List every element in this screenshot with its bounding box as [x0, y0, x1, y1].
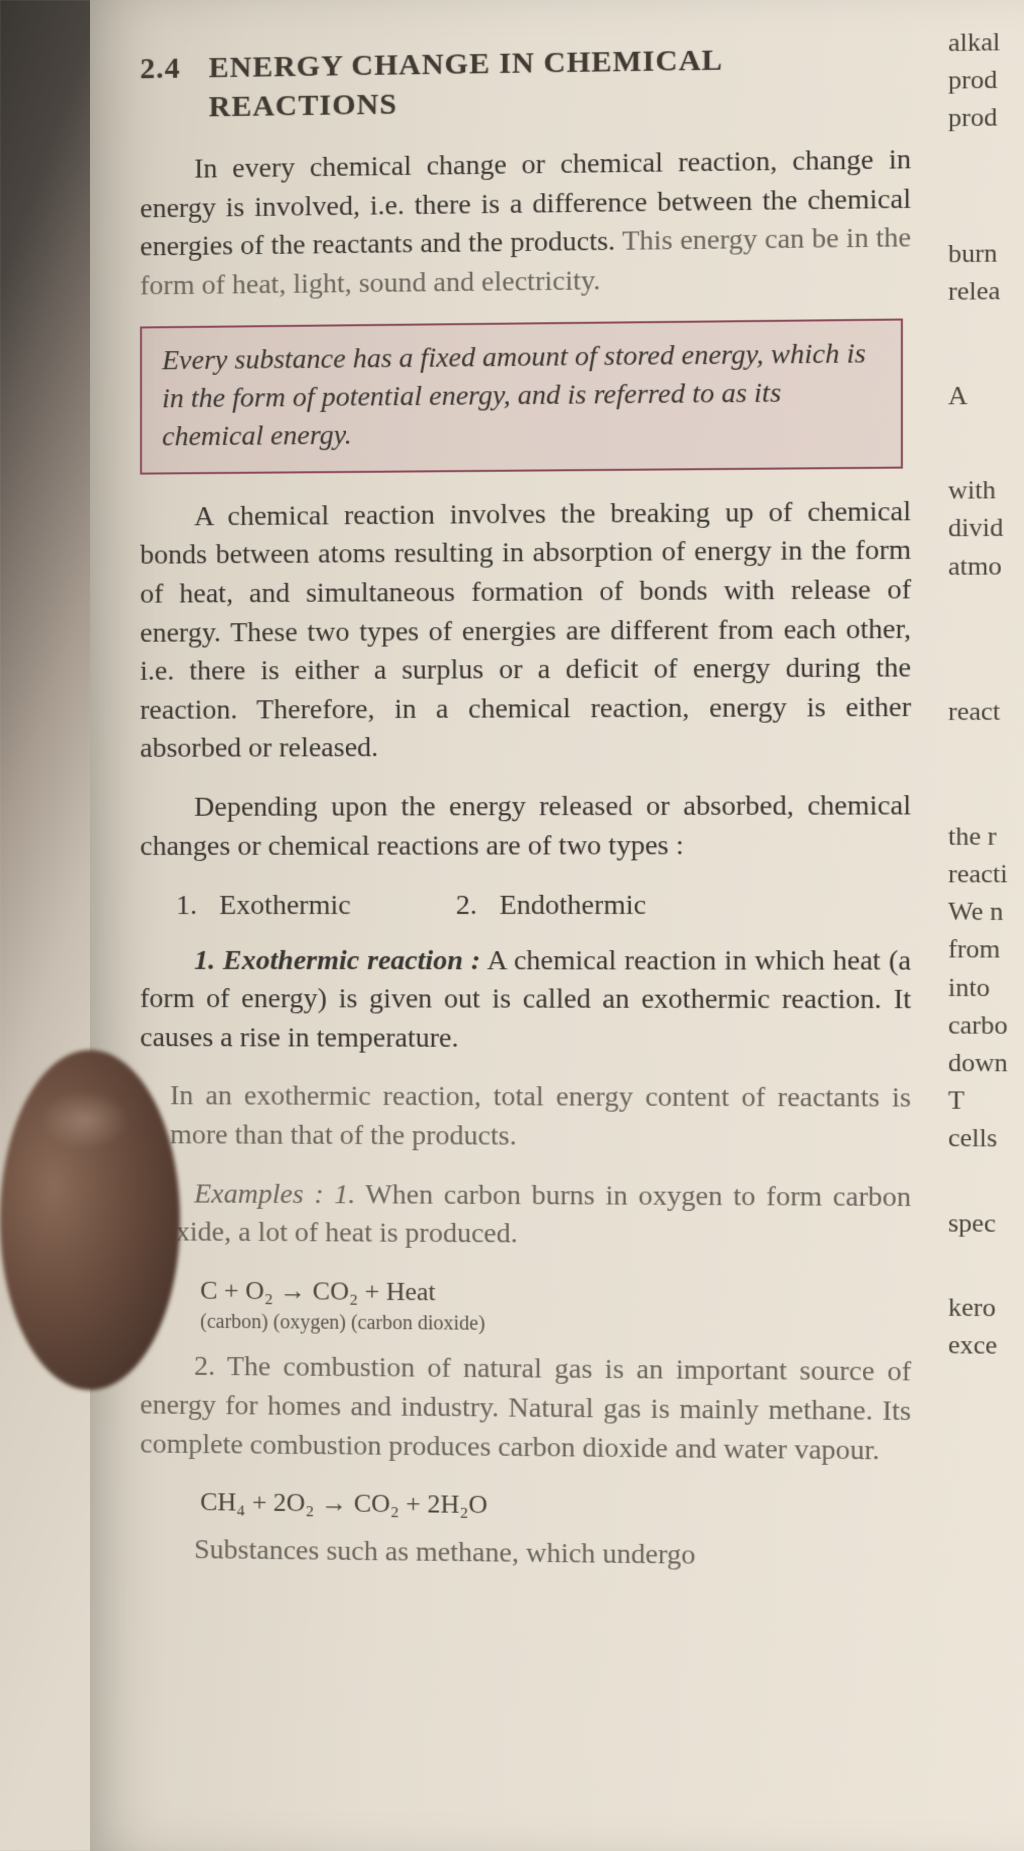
edge-word: A: [948, 379, 1024, 412]
carbon-combustion-labels: (carbon) (oxygen) (carbon dioxide): [200, 1311, 911, 1339]
tail-text: Substances such as methane, which underg…: [194, 1534, 695, 1571]
edge-word: We n: [948, 896, 1024, 928]
example-label: Examples : 1.: [194, 1178, 355, 1210]
section-number: 2.4: [140, 48, 200, 88]
edge-word: burn: [948, 236, 1024, 269]
edge-word: alkal: [948, 25, 1024, 58]
edge-word: the r: [948, 820, 1024, 852]
edge-word: with: [948, 474, 1024, 506]
edge-word: spec: [948, 1207, 1024, 1239]
exothermic-definition: 1. Exothermic reaction : A chemical reac…: [140, 942, 911, 1060]
definition-callout-box: Every substance has a fixed amount of st…: [140, 318, 903, 474]
next-page-edge-text: alkal prod prod burn relea A with divid …: [948, 25, 1024, 1367]
combustion-text: The combustion of natural gas is an impo…: [140, 1351, 911, 1466]
para3-text: Depending upon the energy released or ab…: [140, 790, 911, 861]
intro-paragraph: In every chemical change or chemical rea…: [140, 141, 911, 306]
edge-word: into: [948, 971, 1024, 1003]
finger-shadow: [0, 1050, 180, 1390]
edge-word: T: [948, 1085, 1024, 1117]
edge-word: carbo: [948, 1009, 1024, 1041]
edge-word: divid: [948, 512, 1024, 544]
carbon-combustion-equation: C + O₂ → CO₂ + Heat: [200, 1273, 911, 1314]
edge-word: relea: [948, 274, 1024, 307]
example-paragraph: Examples : 1. When carbon burns in oxyge…: [140, 1175, 911, 1257]
reaction-energy-paragraph: A chemical reaction involves the breakin…: [140, 493, 911, 769]
textbook-page: 2.4 ENERGY CHANGE IN CHEMICAL REACTIONS …: [90, 0, 1024, 1851]
edge-word: kero: [948, 1291, 1024, 1323]
exo-note-text: In an exothermic reaction, total energy …: [170, 1081, 911, 1152]
edge-word: prod: [948, 63, 1024, 96]
para2-text: A chemical reaction involves the breakin…: [140, 496, 911, 765]
edge-word: from: [948, 934, 1024, 966]
type-1-number: 1.: [176, 886, 212, 925]
section-heading: 2.4 ENERGY CHANGE IN CHEMICAL REACTIONS: [140, 37, 911, 127]
type-1-label: Exothermic: [219, 890, 350, 921]
edge-word: exce: [948, 1329, 1024, 1361]
combustion-paragraph: 2. The combustion of natural gas is an i…: [140, 1348, 911, 1471]
types-intro-paragraph: Depending upon the energy released or ab…: [140, 787, 911, 866]
edge-word: atmo: [948, 549, 1024, 581]
exothermic-note: In an exothermic reaction, total energy …: [170, 1078, 911, 1158]
type-2-number: 2.: [456, 886, 492, 925]
edge-word: reacti: [948, 858, 1024, 890]
edge-word: prod: [948, 101, 1024, 134]
tail-paragraph: Substances such as methane, which underg…: [140, 1530, 911, 1577]
heading-line-1: ENERGY CHANGE IN CHEMICAL: [209, 43, 723, 84]
edge-word: cells: [948, 1122, 1024, 1154]
exo-def-label: 1. Exothermic reaction :: [194, 945, 480, 976]
callout-text: Every substance has a fixed amount of st…: [162, 338, 866, 452]
methane-combustion-equation: CH₄ + 2O₂ → CO₂ + 2H₂O: [200, 1484, 911, 1528]
edge-word: down: [948, 1047, 1024, 1079]
type-2-label: Endothermic: [499, 890, 646, 921]
reaction-types-list: 1. Exothermic 2. Endothermic: [176, 886, 911, 926]
main-text-column: 2.4 ENERGY CHANGE IN CHEMICAL REACTIONS …: [140, 37, 911, 1577]
heading-line-2: REACTIONS: [209, 88, 398, 124]
edge-word: react: [948, 695, 1024, 727]
